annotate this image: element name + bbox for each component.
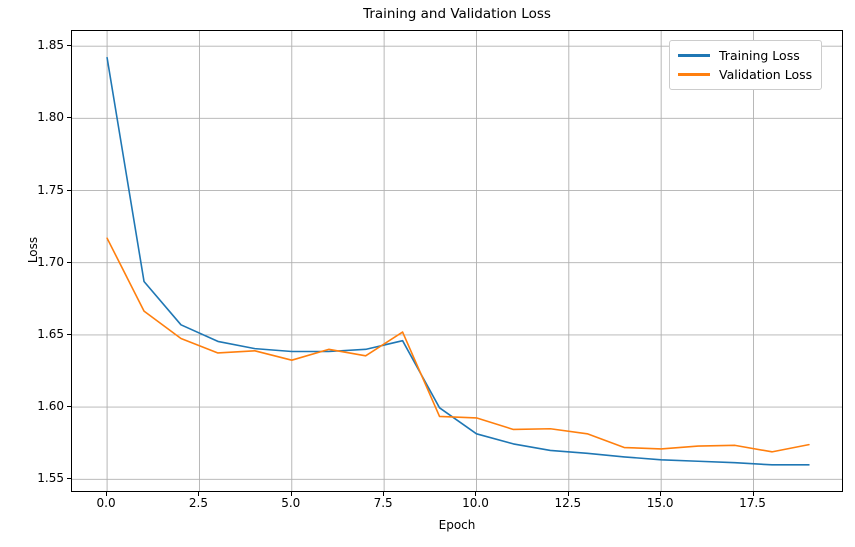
legend-label: Training Loss (719, 48, 800, 63)
x-tick: 15.0 (630, 496, 690, 512)
y-tick-mark (67, 406, 71, 408)
y-tick-mark (67, 45, 71, 47)
legend-color-swatch (678, 73, 710, 76)
x-tick-mark (198, 492, 200, 496)
y-tick: 1.75 (12, 183, 64, 197)
x-tick-label: 5.0 (281, 496, 301, 510)
y-tick-label: 1.75 (37, 182, 64, 197)
x-tick-label: 2.5 (188, 496, 208, 510)
x-tick-mark (475, 492, 477, 496)
x-tick-mark (106, 492, 108, 496)
x-tick-mark (383, 492, 385, 496)
plot-svg (72, 31, 842, 491)
x-tick: 7.5 (353, 496, 413, 512)
legend-item-1[interactable]: Validation Loss (678, 65, 812, 84)
x-tick-label: 0.0 (96, 496, 116, 510)
legend-color-swatch (678, 54, 710, 57)
y-tick-mark (67, 189, 71, 191)
y-tick-mark (67, 117, 71, 119)
series-line-0 (106, 56, 810, 466)
y-axis-label: Loss (26, 236, 40, 264)
y-tick: 1.60 (12, 399, 64, 413)
y-tick-label: 1.55 (37, 471, 64, 486)
y-tick-label: 1.85 (37, 38, 64, 53)
y-tick-mark (67, 261, 71, 263)
series-lines (106, 56, 810, 466)
chart-title: Training and Validation Loss (363, 6, 551, 22)
x-tick: 12.5 (538, 496, 598, 512)
x-tick-label: 17.5 (739, 496, 766, 510)
y-tick-label: 1.65 (37, 326, 64, 341)
y-tick-label: 1.60 (37, 399, 64, 414)
y-tick: 1.80 (12, 110, 64, 124)
x-tick: 17.5 (723, 496, 783, 512)
legend-label: Validation Loss (719, 67, 813, 82)
x-tick-mark (290, 492, 292, 496)
y-tick-label: 1.70 (37, 254, 64, 269)
series-line-1 (106, 237, 810, 453)
y-tick-mark (67, 478, 71, 480)
x-tick-label: 10.0 (462, 496, 489, 510)
y-tick-mark (67, 333, 71, 335)
y-tick: 1.70 (12, 255, 64, 269)
y-tick: 1.85 (12, 38, 64, 52)
x-tick-label: 15.0 (646, 496, 674, 510)
y-tick: 1.65 (12, 327, 64, 341)
y-tick: 1.55 (12, 471, 64, 485)
x-tick: 5.0 (261, 496, 321, 512)
x-axis-label: Epoch (438, 518, 476, 532)
x-tick: 10.0 (445, 496, 505, 512)
plot-area (71, 30, 843, 492)
x-tick-label: 12.5 (554, 496, 582, 510)
x-tick-mark (660, 492, 662, 496)
x-tick: 2.5 (168, 496, 228, 512)
grid-lines (72, 31, 842, 491)
x-tick: 0.0 (76, 496, 136, 512)
x-tick-mark (752, 492, 754, 496)
legend-box[interactable]: Training Loss Validation Loss (669, 40, 823, 90)
legend-item-0[interactable]: Training Loss (678, 46, 812, 65)
x-tick-mark (567, 492, 569, 496)
y-tick-label: 1.80 (37, 110, 64, 125)
x-tick-label: 7.5 (373, 496, 393, 510)
